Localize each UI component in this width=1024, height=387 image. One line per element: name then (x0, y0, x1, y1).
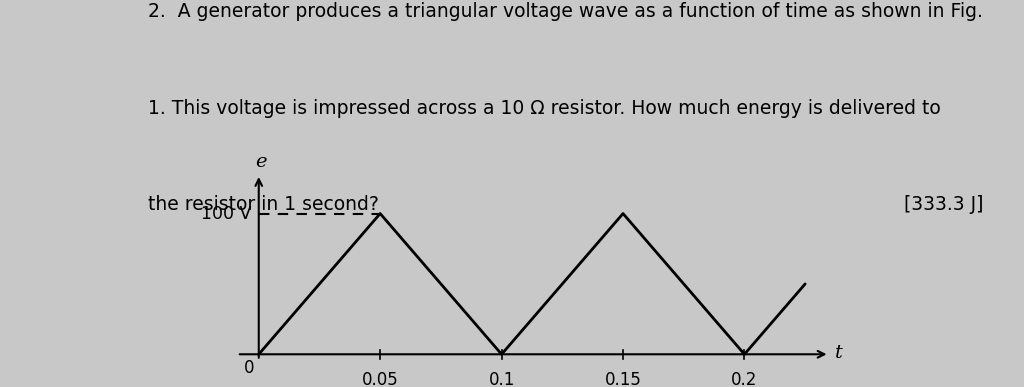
Text: the resistor in 1 second?: the resistor in 1 second? (148, 195, 379, 214)
Text: 1. This voltage is impressed across a 10 Ω resistor. How much energy is delivere: 1. This voltage is impressed across a 10… (148, 99, 941, 118)
Text: 0.2: 0.2 (731, 371, 758, 387)
Text: 0.15: 0.15 (604, 371, 641, 387)
Text: 0.1: 0.1 (488, 371, 515, 387)
Text: 100 V: 100 V (201, 205, 252, 223)
Text: [333.3 J]: [333.3 J] (903, 195, 983, 214)
Text: t: t (836, 344, 843, 362)
Text: e: e (255, 152, 267, 171)
Text: 0.05: 0.05 (361, 371, 398, 387)
Text: 2.  A generator produces a triangular voltage wave as a function of time as show: 2. A generator produces a triangular vol… (148, 2, 983, 21)
Text: 0: 0 (244, 360, 254, 377)
